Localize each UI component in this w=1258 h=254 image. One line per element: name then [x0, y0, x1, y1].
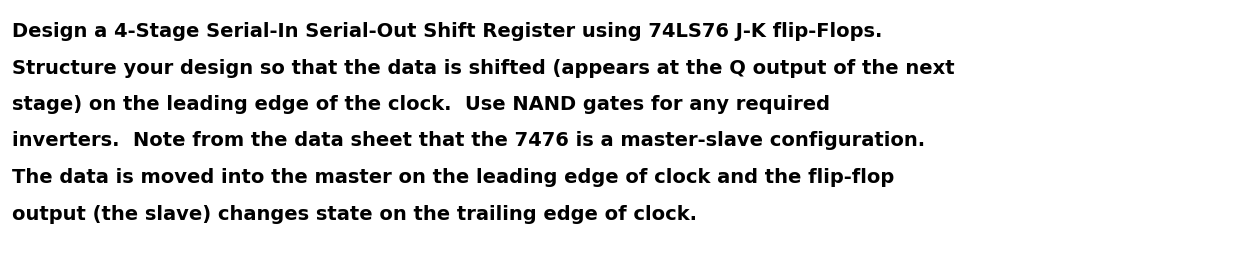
Text: Design a 4-Stage Serial-In Serial-Out Shift Register using 74LS76 J-K flip-Flops: Design a 4-Stage Serial-In Serial-Out Sh… [13, 22, 882, 41]
Text: The data is moved into the master on the leading edge of clock and the flip-flop: The data is moved into the master on the… [13, 167, 894, 186]
Text: inverters.  Note from the data sheet that the 7476 is a master-slave configurati: inverters. Note from the data sheet that… [13, 131, 925, 150]
Text: Structure your design so that the data is shifted (appears at the Q output of th: Structure your design so that the data i… [13, 58, 955, 77]
Text: stage) on the leading edge of the clock.  Use NAND gates for any required: stage) on the leading edge of the clock.… [13, 95, 830, 114]
Text: output (the slave) changes state on the trailing edge of clock.: output (the slave) changes state on the … [13, 204, 697, 223]
